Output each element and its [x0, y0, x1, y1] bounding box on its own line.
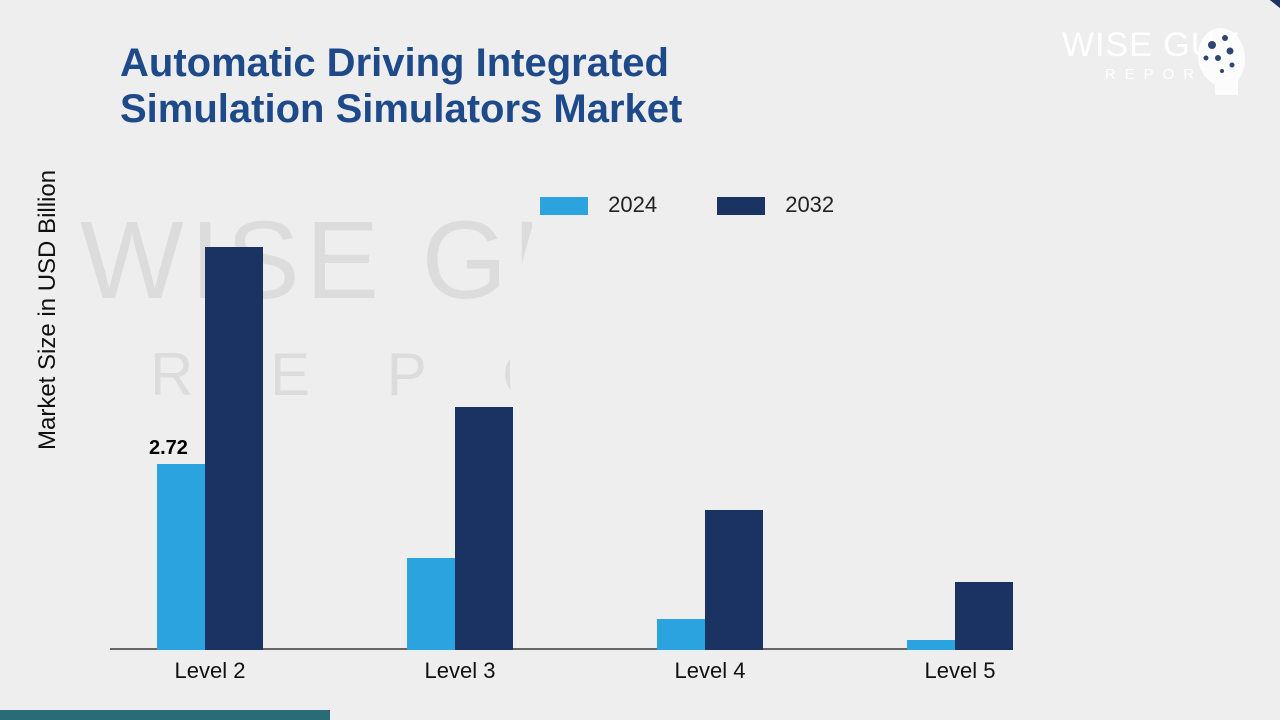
y-axis-label: Market Size in USD Billion	[34, 170, 62, 450]
chart-title: Automatic Driving Integrated Simulation …	[120, 40, 820, 132]
x-axis-category-label: Level 4	[610, 650, 810, 684]
plot-area: Level 2Level 3Level 4Level 52.72	[110, 240, 980, 650]
chart-canvas: WISE GUY R E P O R T S WISE GUY REPORTS …	[0, 0, 1280, 720]
x-axis-category-label: Level 2	[110, 650, 310, 684]
x-axis-category-label: Level 5	[860, 650, 1060, 684]
legend-label-2024: 2024	[608, 192, 657, 217]
bar	[955, 582, 1013, 650]
bar	[705, 510, 763, 650]
x-axis-category-label: Level 3	[360, 650, 560, 684]
legend-item-2024: 2024	[540, 192, 657, 218]
legend-item-2032: 2032	[717, 192, 834, 218]
bar	[205, 247, 263, 650]
legend-label-2032: 2032	[785, 192, 834, 217]
legend-swatch-2024	[540, 197, 588, 215]
bar	[455, 407, 513, 650]
brand-logo: WISE GUY REPORTS	[1062, 28, 1240, 83]
bottom-accent-bar	[0, 710, 330, 720]
legend: 2024 2032	[540, 192, 834, 218]
brand-head-icon	[1190, 23, 1250, 103]
legend-swatch-2032	[717, 197, 765, 215]
bar-value-label: 2.72	[149, 437, 188, 460]
